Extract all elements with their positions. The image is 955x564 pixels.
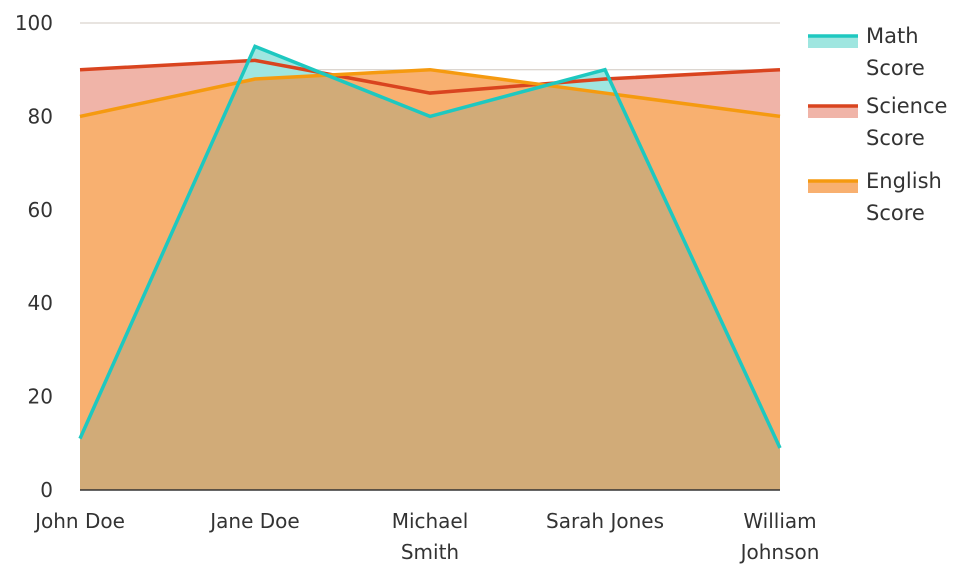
line-english-score (79, 67, 781, 119)
legend-label: Math Score (866, 24, 925, 80)
legend-item-english-score: English Score (808, 169, 942, 225)
x-tick-label: Michael Smith (392, 509, 469, 564)
area-math-english-overlap (80, 69, 780, 490)
legend: Math Score Science Score English Score (808, 24, 947, 225)
y-tick-label: 40 (28, 291, 53, 315)
legend-label: English Score (866, 169, 942, 225)
y-axis-ticks: 0 20 40 60 80 100 (15, 11, 53, 502)
x-tick-label: William Johnson (739, 509, 820, 564)
y-tick-label: 0 (40, 478, 53, 502)
legend-item-math-score: Math Score (808, 24, 925, 80)
x-tick-label: Jane Doe (208, 509, 299, 533)
y-tick-label: 20 (28, 385, 53, 409)
line-science-score (79, 58, 781, 95)
series-areas (80, 46, 780, 491)
x-axis-ticks: John Doe Jane Doe Michael Smith Sarah Jones W… (33, 509, 819, 564)
y-tick-label: 60 (28, 198, 53, 222)
y-tick-label: 80 (28, 104, 53, 128)
legend-swatch (808, 106, 858, 118)
legend-swatch (808, 181, 858, 193)
legend-item-science-score: Science Score (808, 94, 947, 150)
legend-label: Science Score (866, 94, 947, 150)
x-tick-label: John Doe (33, 509, 125, 533)
series-lines (78, 44, 782, 449)
legend-swatch (808, 36, 858, 48)
x-tick-label: Sarah Jones (546, 509, 664, 533)
y-tick-label: 100 (15, 11, 53, 35)
line-math-score (78, 44, 782, 449)
